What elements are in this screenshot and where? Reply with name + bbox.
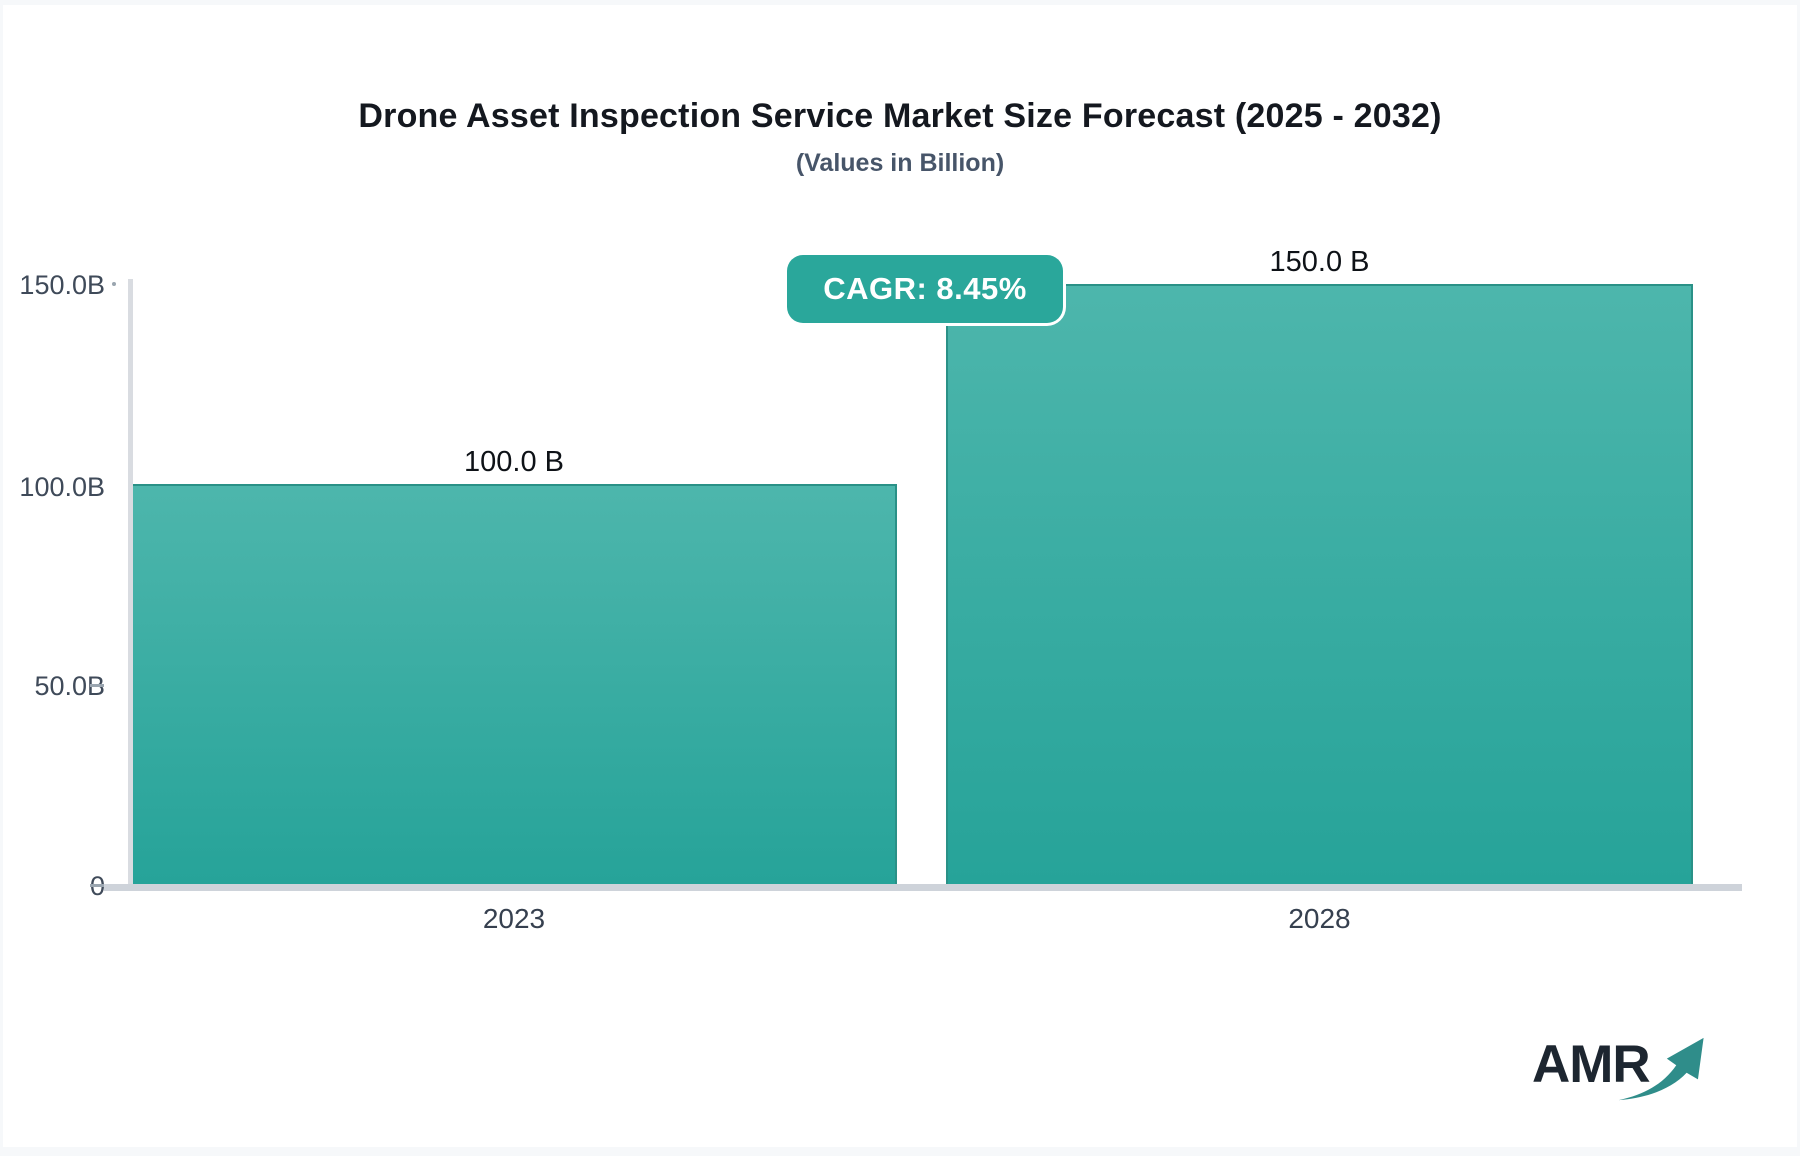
cagr-badge-label: CAGR: 8.45% [823, 271, 1027, 306]
bar-2023: 100.0 B [131, 446, 897, 884]
cagr-badge: CAGR: 8.45% [787, 255, 1063, 323]
chart-title: Drone Asset Inspection Service Market Si… [358, 97, 1442, 135]
x-axis-label-2028: 2028 [1288, 903, 1351, 934]
amr-logo: AMR [1532, 1028, 1732, 1108]
growth-arrow-icon [1618, 1037, 1704, 1101]
y-tick-mark-150 [112, 282, 116, 286]
y-axis-line [128, 279, 133, 891]
y-tick-label-100: 100.0B [19, 472, 105, 502]
chart-subtitle: (Values in Billion) [795, 149, 1005, 177]
y-tick-label-150: 150.0B [19, 270, 105, 300]
amr-logo-text: AMR [1532, 1035, 1651, 1094]
x-axis-label-2023: 2023 [482, 903, 546, 934]
bar-value-label-2023: 100.0 B [464, 446, 564, 478]
y-tick-mark-50 [90, 684, 104, 687]
x-axis-baseline [104, 884, 1742, 891]
bar-2028: 150.0 B [946, 246, 1693, 884]
y-tick-mark-0 [90, 884, 104, 887]
bar-value-label-2028: 150.0 B [1269, 246, 1370, 278]
